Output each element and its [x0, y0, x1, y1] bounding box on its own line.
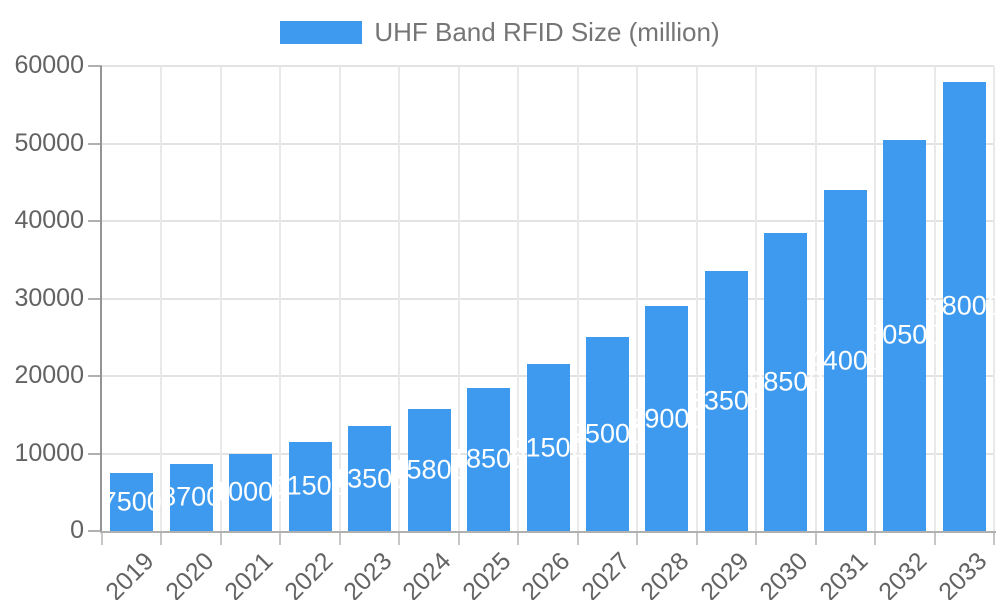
x-tick: [219, 531, 222, 545]
chart-legend[interactable]: UHF Band RFID Size (million): [0, 14, 1000, 50]
x-tick: [993, 531, 995, 545]
x-tick: [398, 531, 401, 545]
v-gridline: [457, 66, 460, 531]
v-gridline: [338, 66, 341, 531]
v-gridline: [279, 66, 282, 531]
bar: [585, 337, 629, 531]
x-tick-label: 2022: [278, 547, 338, 600]
x-tick-label: 2024: [397, 547, 457, 600]
v-gridline: [993, 66, 995, 531]
y-tick-label: 0: [70, 516, 84, 544]
x-tick-label: 2031: [813, 547, 874, 600]
legend-label: UHF Band RFID Size (million): [374, 16, 720, 47]
v-gridline: [814, 66, 817, 531]
h-gridline: [102, 65, 994, 67]
h-gridline: [102, 297, 994, 300]
x-tick: [636, 531, 639, 545]
bar: [823, 190, 867, 531]
legend-swatch: [280, 20, 363, 44]
x-tick: [933, 531, 936, 545]
v-gridline: [576, 66, 579, 531]
bar: [467, 387, 511, 531]
bar: [645, 306, 689, 531]
y-tick-label: 50000: [14, 128, 84, 157]
x-tick-label: 2028: [635, 547, 695, 600]
x-tick-label: 2030: [754, 547, 814, 600]
bar: [110, 472, 154, 531]
bar: [229, 453, 273, 531]
bar: [526, 364, 570, 531]
y-tick-label: 60000: [14, 51, 84, 79]
y-tick: [88, 297, 102, 300]
h-gridline: [102, 142, 994, 145]
y-tick-label: 40000: [14, 206, 84, 234]
v-gridline: [755, 66, 758, 531]
bar: [942, 81, 986, 531]
x-tick: [517, 531, 520, 545]
x-tick-label: 2029: [695, 547, 755, 600]
y-tick-label: 30000: [14, 283, 84, 312]
x-tick: [755, 531, 758, 545]
v-gridline: [517, 66, 520, 531]
x-axis-line: [100, 531, 996, 533]
x-tick-label: 2025: [457, 547, 517, 600]
x-tick: [457, 531, 460, 545]
bar: [883, 139, 927, 531]
h-gridline: [102, 220, 994, 222]
bar: [288, 441, 332, 531]
y-tick: [88, 375, 102, 377]
v-gridline: [636, 66, 639, 531]
bar: [169, 463, 213, 531]
y-tick: [88, 65, 102, 67]
y-axis-line: [100, 66, 102, 533]
y-tick: [88, 530, 102, 532]
bar: [407, 408, 451, 531]
x-tick: [338, 531, 341, 545]
v-gridline: [874, 66, 877, 531]
y-tick: [88, 452, 102, 455]
x-tick-label: 2027: [576, 547, 636, 600]
v-gridline: [219, 66, 222, 531]
v-gridline: [160, 66, 163, 531]
v-gridline: [398, 66, 401, 531]
bar: [704, 271, 748, 531]
x-tick-label: 2019: [100, 547, 160, 600]
v-gridline: [933, 66, 936, 531]
x-tick-label: 2032: [873, 547, 933, 600]
y-tick: [88, 142, 102, 145]
v-gridline: [695, 66, 698, 531]
x-tick: [814, 531, 817, 545]
x-tick-label: 2020: [159, 547, 219, 600]
x-tick: [101, 531, 103, 545]
x-tick: [279, 531, 282, 545]
y-tick-label: 10000: [14, 438, 84, 467]
bar: [764, 232, 808, 531]
x-tick: [160, 531, 163, 545]
x-tick: [695, 531, 698, 545]
x-tick-label: 2033: [932, 547, 993, 600]
x-tick-label: 2026: [516, 547, 576, 600]
y-tick-label: 20000: [14, 361, 84, 389]
x-tick-label: 2023: [338, 547, 398, 600]
x-tick: [576, 531, 579, 545]
x-tick-label: 2021: [219, 547, 279, 600]
y-tick: [88, 220, 102, 222]
bar: [348, 426, 392, 531]
x-tick: [874, 531, 877, 545]
